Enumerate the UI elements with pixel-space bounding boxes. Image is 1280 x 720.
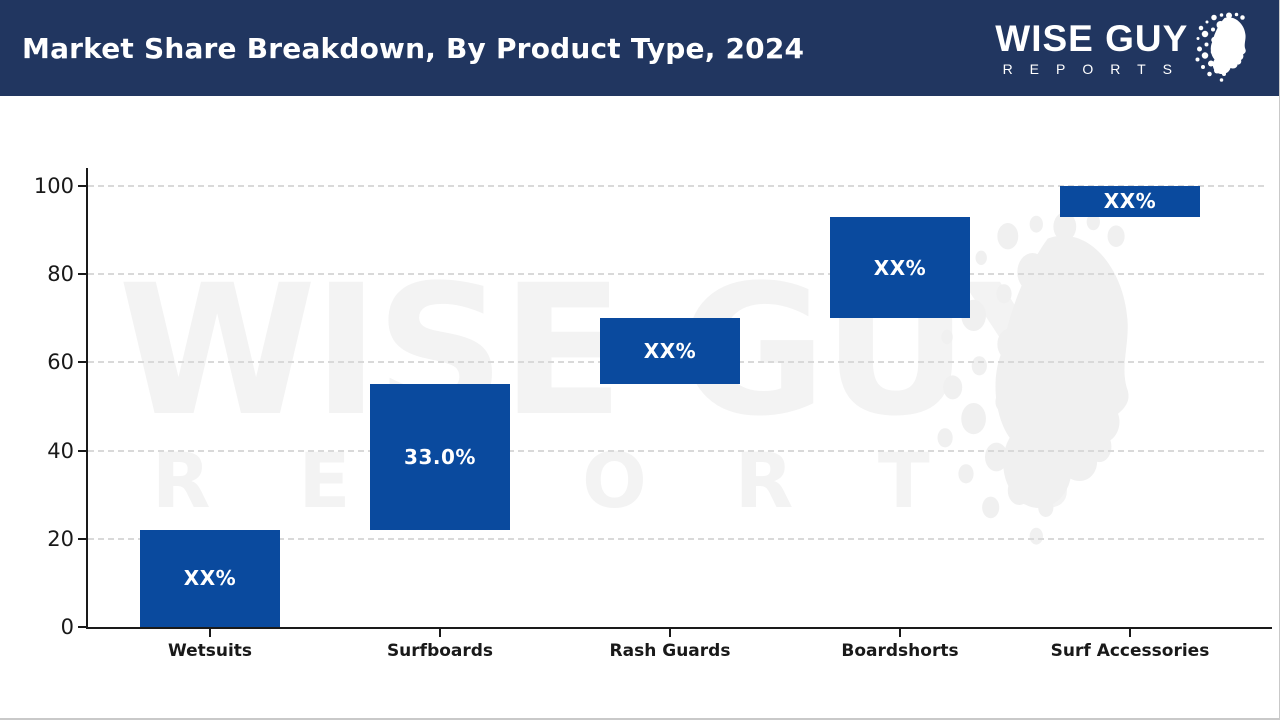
x-tick-label-surf-accessories: Surf Accessories <box>1050 641 1210 661</box>
y-tickmark-60 <box>78 361 86 364</box>
logo-face-icon <box>1195 12 1246 82</box>
x-tick-label-boardshorts: Boardshorts <box>841 641 959 661</box>
y-tickmark-20 <box>78 537 86 540</box>
x-tick-label-surfboards: Surfboards <box>386 641 494 661</box>
bar-label-surf-accessories: XX% <box>1103 189 1157 214</box>
x-tickmark-surf-accessories <box>1129 629 1131 637</box>
header: Market Share Breakdown, By Product Type,… <box>0 0 1279 96</box>
bar-label-wetsuits: XX% <box>183 566 237 591</box>
bar-surf-accessories: XX% <box>1060 186 1200 217</box>
x-axis <box>86 627 1272 629</box>
gridline-20 <box>88 537 1264 540</box>
x-tick-label-rash-guards: Rash Guards <box>609 641 731 661</box>
y-tickmark-100 <box>78 185 86 187</box>
gridline-80 <box>88 273 1264 276</box>
y-tick-label-20: 20 <box>47 526 74 551</box>
bar-rash-guards: XX% <box>600 318 740 385</box>
logo-wordmark-line1: WISE GUY <box>995 18 1189 59</box>
brand-logo: WISE GUY REPORTS <box>995 11 1253 86</box>
y-axis <box>86 168 88 629</box>
x-tick-label-wetsuits: Wetsuits <box>167 641 253 661</box>
bar-label-surfboards: 33.0% <box>404 445 476 470</box>
gridline-40 <box>88 449 1264 452</box>
y-tickmark-0 <box>78 626 86 628</box>
bar-label-boardshorts: XX% <box>873 255 927 280</box>
y-tick-label-0: 0 <box>60 615 74 639</box>
logo-wordmark-line2: REPORTS <box>1002 61 1189 77</box>
bar-wetsuits: XX% <box>140 529 280 627</box>
logo-wordmark: WISE GUY REPORTS <box>995 20 1189 76</box>
page-title: Market Share Breakdown, By Product Type,… <box>22 31 805 65</box>
y-tickmark-80 <box>78 273 86 276</box>
x-tickmark-surfboards <box>439 629 441 637</box>
bar-label-rash-guards: XX% <box>643 339 697 364</box>
y-tick-label-80: 80 <box>47 262 74 287</box>
x-tickmark-rash-guards <box>669 629 671 637</box>
x-tickmark-boardshorts <box>899 629 901 637</box>
x-tickmark-wetsuits <box>209 629 211 637</box>
bar-surfboards: 33.0% <box>370 384 510 530</box>
bar-boardshorts: XX% <box>830 216 970 319</box>
y-tickmark-40 <box>78 449 86 452</box>
y-tick-label-60: 60 <box>47 350 74 375</box>
y-tick-label-40: 40 <box>47 438 74 463</box>
y-tick-label-100: 100 <box>33 174 74 198</box>
gridline-100 <box>88 185 1264 187</box>
